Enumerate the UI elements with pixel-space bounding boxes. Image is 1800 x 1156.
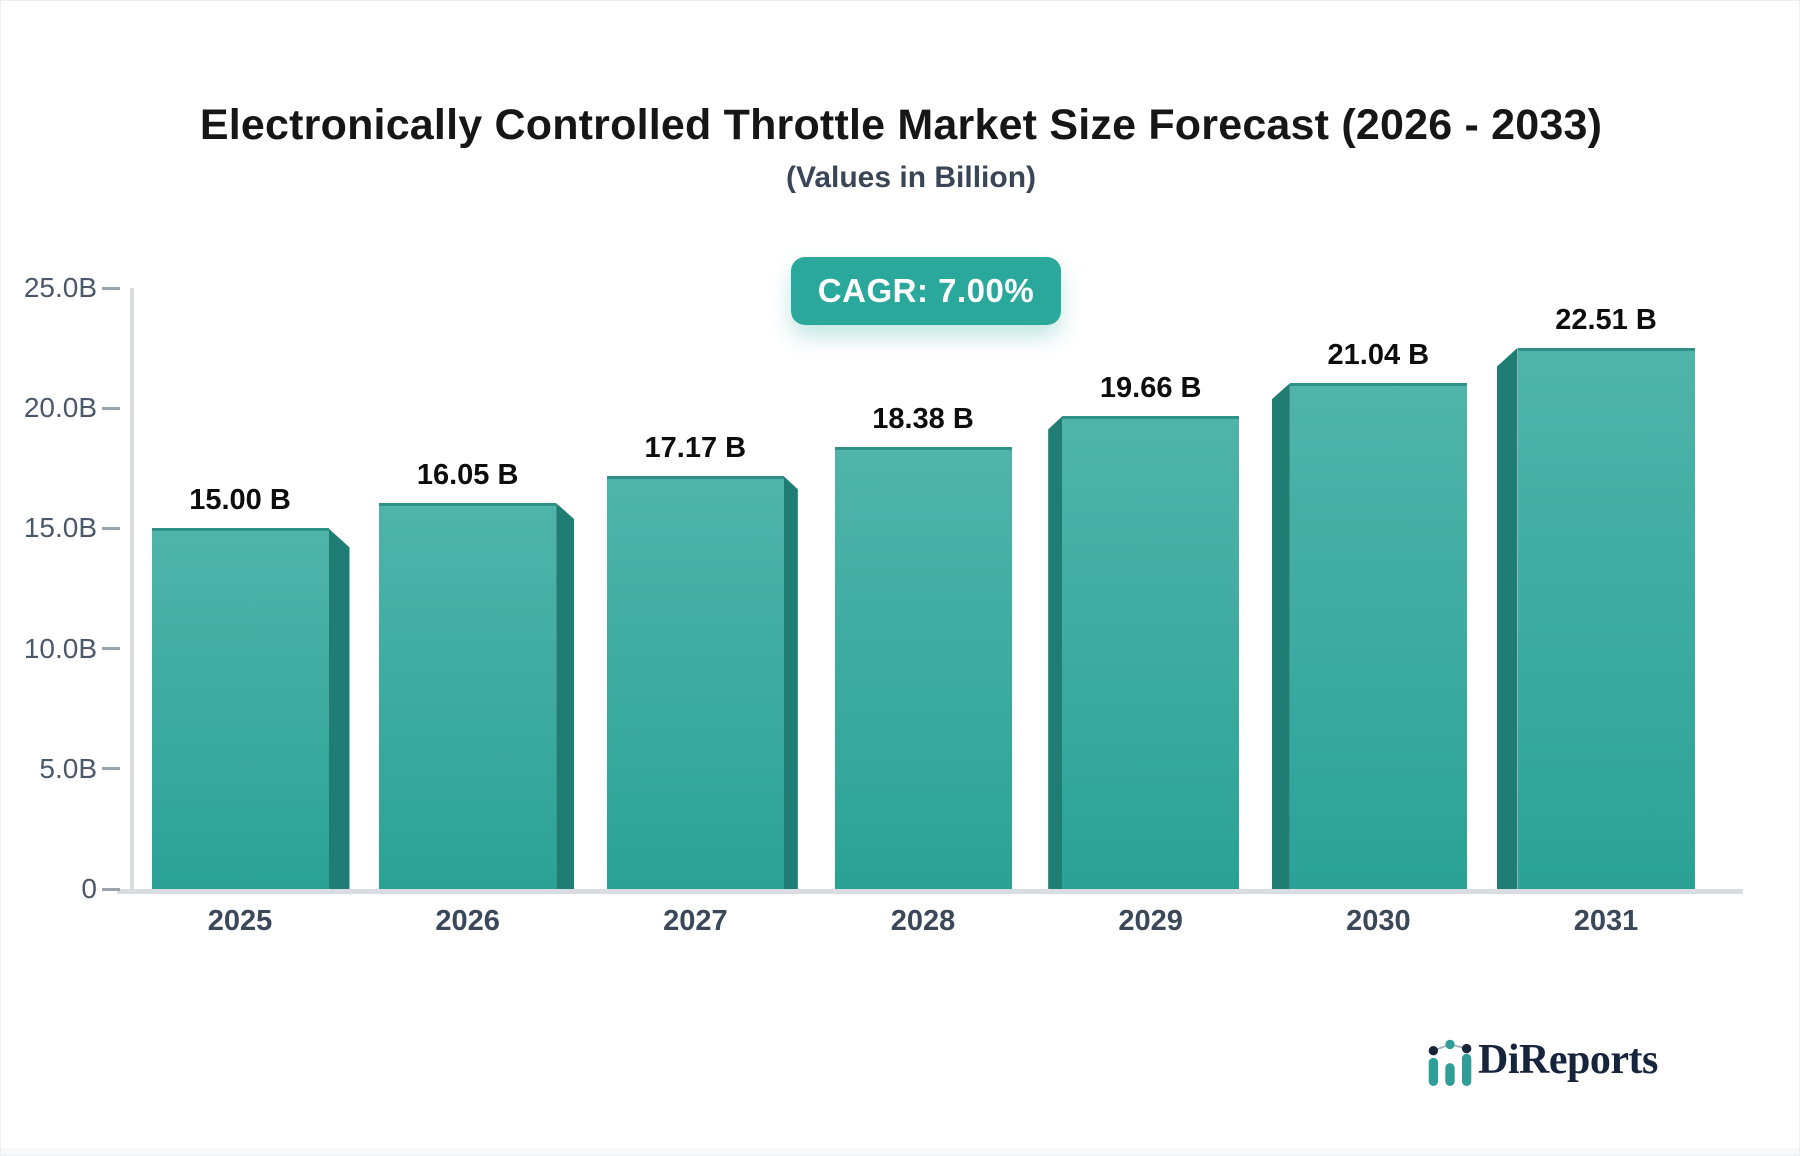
- logo-text: DiReports: [1478, 1037, 1658, 1083]
- x-axis-label-2030: 2030: [1346, 905, 1411, 937]
- x-axis-label-2029: 2029: [1118, 905, 1183, 937]
- bar-2031[interactable]: [1517, 347, 1695, 889]
- page-bottom-strip: [1, 1148, 1799, 1155]
- y-axis-tick-label: 10.0B: [23, 632, 97, 664]
- y-axis-line: [130, 288, 134, 889]
- y-axis-tick-label: 0: [81, 873, 97, 904]
- y-axis-tick-mark: [102, 887, 120, 891]
- bar-value-label: 19.66 B: [1099, 372, 1202, 405]
- bar-value-label: 18.38 B: [872, 403, 974, 436]
- y-axis-tick-label: 5.0B: [39, 752, 97, 784]
- bar-2026[interactable]: [379, 503, 557, 889]
- bar-value-label: 22.51 B: [1555, 303, 1657, 336]
- mini-bar-chart-trend-icon: [1428, 1039, 1472, 1086]
- bar-side-face: [1271, 383, 1290, 889]
- x-axis-label-2025: 2025: [207, 905, 273, 937]
- bar-side-face: [783, 476, 798, 889]
- bar-2025[interactable]: [151, 528, 329, 889]
- bar-2029[interactable]: [1062, 416, 1240, 889]
- bar-side-face: [328, 528, 350, 889]
- bar-value-label: 17.17 B: [644, 432, 747, 465]
- y-axis-tick-mark: [102, 286, 120, 290]
- bar-2030[interactable]: [1289, 383, 1467, 889]
- cagr-badge: CAGR: 7.00%: [791, 257, 1061, 325]
- x-axis-label-2031: 2031: [1573, 905, 1639, 937]
- bar-value-label: 21.04 B: [1327, 339, 1430, 372]
- bar-side-face: [556, 503, 575, 889]
- y-axis-tick-label: 15.0B: [23, 512, 97, 544]
- y-axis-tick-mark: [102, 526, 120, 530]
- bar-value-label: 15.00 B: [189, 484, 291, 517]
- bar-2027[interactable]: [606, 476, 784, 889]
- bar-value-label: 16.05 B: [416, 459, 519, 492]
- x-axis-label-2027: 2027: [663, 905, 728, 937]
- chart-subtitle: (Values in Billion): [785, 161, 1037, 194]
- bar-side-face: [1496, 347, 1518, 889]
- direports-logo: DiReports: [1427, 1033, 1658, 1087]
- chart-title: Electronically Controlled Throttle Marke…: [199, 101, 1603, 149]
- y-axis-tick-label: 25.0B: [23, 272, 97, 303]
- y-axis-tick-mark: [102, 767, 120, 771]
- x-axis-label-2026: 2026: [435, 905, 500, 937]
- bar-side-face: [1048, 416, 1063, 889]
- y-axis-tick-label: 20.0B: [23, 392, 97, 424]
- x-axis-label-2028: 2028: [890, 905, 956, 937]
- bar-2028[interactable]: [834, 447, 1012, 889]
- y-axis-tick-mark: [102, 647, 120, 651]
- x-axis-line: [117, 889, 1743, 894]
- y-axis-tick-mark: [102, 406, 120, 410]
